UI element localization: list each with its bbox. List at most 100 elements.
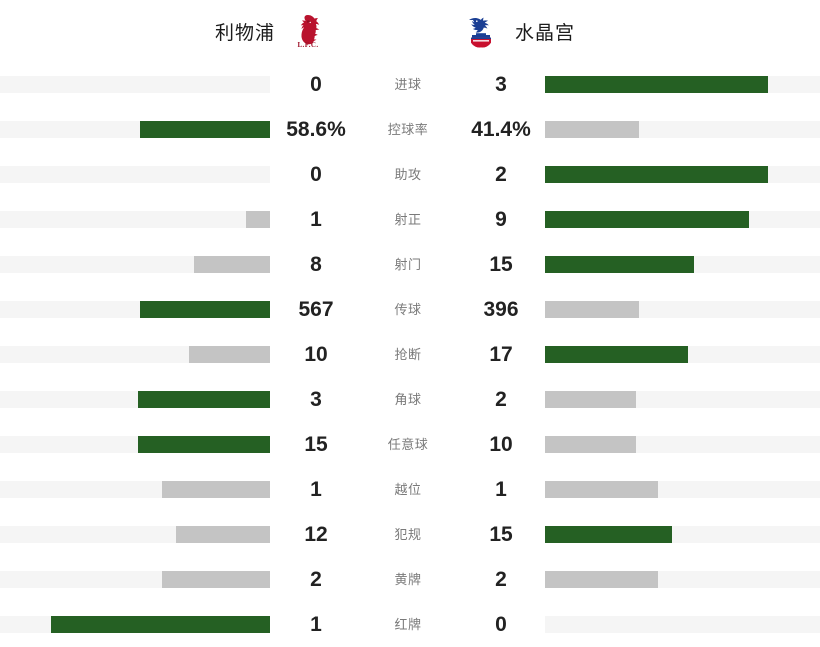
away-bar-fill bbox=[545, 436, 636, 453]
away-bar-track bbox=[545, 391, 820, 408]
liverpool-crest-icon: L.F.C. bbox=[290, 11, 326, 51]
home-team-header: 利物浦 L.F.C. bbox=[215, 0, 326, 62]
away-value: 10 bbox=[489, 433, 513, 456]
home-bar-track bbox=[0, 166, 270, 183]
away-bar-track bbox=[545, 301, 820, 318]
home-bar-fill bbox=[140, 301, 270, 318]
home-bar-track bbox=[0, 526, 270, 543]
stat-label: 任意球 bbox=[387, 437, 429, 452]
stat-row: 1 红牌 0 bbox=[0, 602, 820, 647]
away-value: 1 bbox=[495, 478, 507, 501]
away-bar-fill bbox=[545, 76, 768, 93]
away-bar-track bbox=[545, 256, 820, 273]
home-bar-track bbox=[0, 391, 270, 408]
away-bar-fill bbox=[545, 211, 749, 228]
home-bar-track bbox=[0, 436, 270, 453]
home-value: 1 bbox=[310, 478, 322, 501]
stat-label: 角球 bbox=[394, 392, 422, 407]
home-bar-fill bbox=[137, 391, 270, 408]
home-bar-fill bbox=[245, 211, 270, 228]
stat-row: 15 任意球 10 bbox=[0, 422, 820, 467]
away-bar-track bbox=[545, 166, 820, 183]
away-value: 3 bbox=[495, 73, 507, 96]
stat-label: 红牌 bbox=[394, 617, 422, 632]
away-bar-track bbox=[545, 436, 820, 453]
away-bar-track bbox=[545, 616, 820, 633]
home-value: 3 bbox=[310, 388, 322, 411]
away-value: 41.4% bbox=[471, 118, 531, 141]
away-bar-track bbox=[545, 571, 820, 588]
away-bar-track bbox=[545, 346, 820, 363]
crystal-palace-crest-icon bbox=[463, 11, 499, 51]
home-bar-track bbox=[0, 571, 270, 588]
stat-row: 10 抢断 17 bbox=[0, 332, 820, 377]
home-bar-track bbox=[0, 121, 270, 138]
stat-row: 1 射正 9 bbox=[0, 197, 820, 242]
stat-label: 抢断 bbox=[394, 347, 422, 362]
away-value: 0 bbox=[495, 613, 507, 636]
away-bar-track bbox=[545, 526, 820, 543]
home-bar-track bbox=[0, 76, 270, 93]
stat-label: 黄牌 bbox=[394, 572, 422, 587]
away-value: 2 bbox=[495, 163, 507, 186]
stat-row: 0 进球 3 bbox=[0, 62, 820, 107]
stats-rows: 0 进球 3 58.6% 控球率 41.4% 0 助攻 2 1 射正 9 8 射门 15 567 传球 396 10… bbox=[0, 62, 820, 647]
home-bar-fill bbox=[175, 526, 270, 543]
stat-row: 1 越位 1 bbox=[0, 467, 820, 512]
home-bar-track bbox=[0, 211, 270, 228]
stat-row: 0 助攻 2 bbox=[0, 152, 820, 197]
away-value: 396 bbox=[483, 298, 519, 321]
away-bar-track bbox=[545, 481, 820, 498]
away-team-header: 水晶宫 bbox=[463, 0, 575, 62]
home-value: 0 bbox=[310, 163, 322, 186]
away-bar-fill bbox=[545, 256, 694, 273]
away-value: 9 bbox=[495, 208, 507, 231]
home-bar-fill bbox=[51, 616, 270, 633]
stat-label: 越位 bbox=[394, 482, 422, 497]
stat-row: 567 传球 396 bbox=[0, 287, 820, 332]
home-bar-fill bbox=[137, 436, 270, 453]
home-bar-track bbox=[0, 256, 270, 273]
home-bar-track bbox=[0, 301, 270, 318]
stat-label: 射正 bbox=[394, 212, 422, 227]
home-value: 58.6% bbox=[286, 118, 346, 141]
home-bar-fill bbox=[162, 571, 270, 588]
home-value: 1 bbox=[310, 208, 322, 231]
stat-label: 助攻 bbox=[394, 167, 422, 182]
away-bar-fill bbox=[545, 166, 768, 183]
away-bar-track bbox=[545, 121, 820, 138]
away-value: 17 bbox=[489, 343, 513, 366]
away-bar-track bbox=[545, 76, 820, 93]
teams-header: 利物浦 L.F.C. bbox=[0, 0, 820, 62]
stat-row: 8 射门 15 bbox=[0, 242, 820, 287]
stat-row: 2 黄牌 2 bbox=[0, 557, 820, 602]
away-value: 2 bbox=[495, 568, 507, 591]
svg-text:L.F.C.: L.F.C. bbox=[298, 41, 319, 49]
home-value: 1 bbox=[310, 613, 322, 636]
home-bar-track bbox=[0, 346, 270, 363]
home-value: 567 bbox=[298, 298, 334, 321]
stat-label: 进球 bbox=[394, 77, 422, 92]
home-bar-fill bbox=[162, 481, 270, 498]
home-bar-fill bbox=[140, 121, 270, 138]
away-bar-track bbox=[545, 211, 820, 228]
away-value: 2 bbox=[495, 388, 507, 411]
stat-row: 12 犯规 15 bbox=[0, 512, 820, 557]
home-team-name: 利物浦 bbox=[215, 22, 276, 44]
stat-row: 3 角球 2 bbox=[0, 377, 820, 422]
stat-label: 传球 bbox=[394, 302, 422, 317]
stat-label: 控球率 bbox=[387, 122, 429, 137]
away-team-name: 水晶宫 bbox=[515, 22, 576, 44]
away-bar-fill bbox=[545, 121, 639, 138]
away-bar-fill bbox=[545, 391, 636, 408]
away-bar-fill bbox=[545, 481, 658, 498]
home-bar-fill bbox=[189, 346, 270, 363]
stat-label: 犯规 bbox=[394, 527, 422, 542]
home-value: 15 bbox=[304, 433, 328, 456]
home-bar-track bbox=[0, 616, 270, 633]
home-value: 2 bbox=[310, 568, 322, 591]
away-bar-fill bbox=[545, 571, 658, 588]
home-value: 8 bbox=[310, 253, 322, 276]
home-value: 10 bbox=[304, 343, 328, 366]
